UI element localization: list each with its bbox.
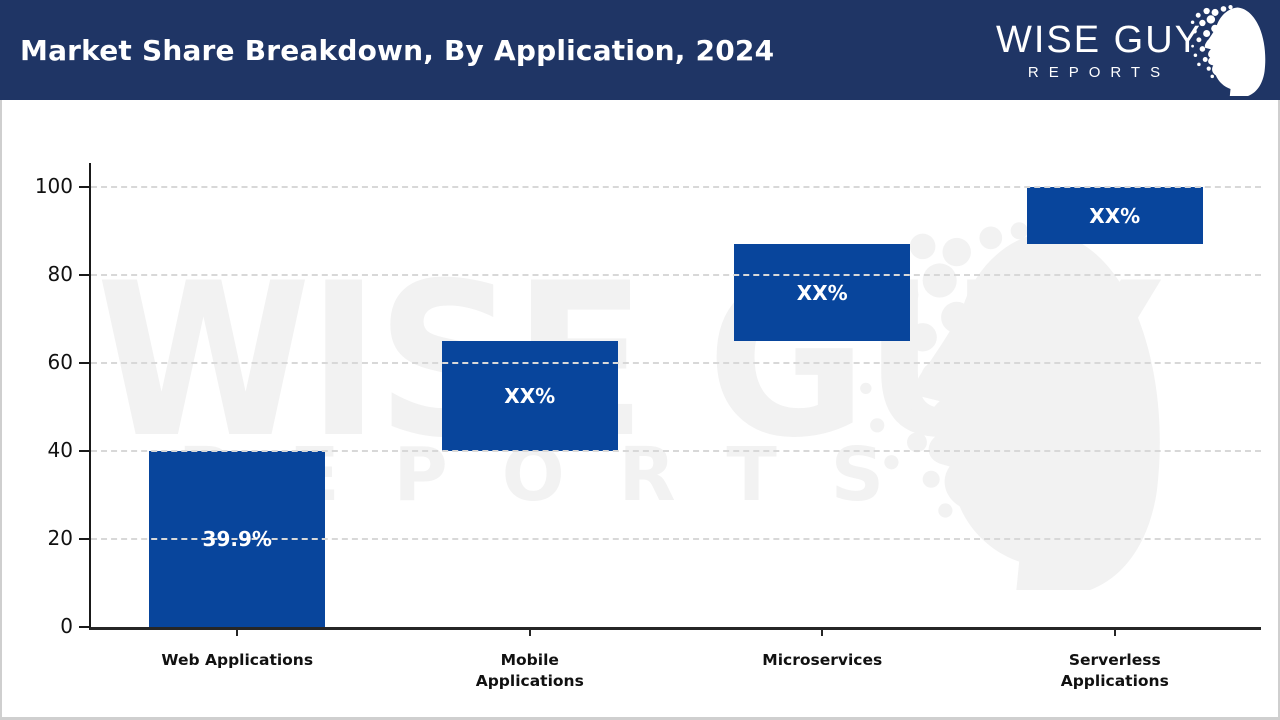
- y-axis-tick-80: [79, 273, 89, 276]
- bar-mobile-applications: [441, 341, 618, 452]
- y-axis-tick-100: [79, 185, 89, 188]
- page-title: Market Share Breakdown, By Application, …: [20, 33, 775, 67]
- x-axis-tick: [528, 627, 531, 636]
- y-axis-tick-40: [79, 449, 89, 452]
- frame-border-right: [1278, 100, 1280, 720]
- frame-border-left: [0, 100, 2, 720]
- bar-value-label: XX%: [504, 384, 556, 409]
- y-axis-tick-60: [79, 361, 89, 364]
- x-axis-category-label: Serverless Applications: [1061, 650, 1169, 692]
- bar-value-label: XX%: [796, 280, 848, 305]
- x-axis-label-line: Applications: [475, 671, 584, 690]
- y-axis-tick-20: [79, 537, 89, 540]
- frame-border-bottom: [0, 717, 1280, 720]
- bar-microservices: [734, 244, 911, 342]
- plot-area: 0 20 40 60 80 100 39.9% Web Applications XX% Mobi…: [35, 163, 1261, 690]
- dotted-face-logo-icon: [1190, 5, 1266, 96]
- bar-value-label: XX%: [1089, 203, 1141, 228]
- bar-value-label: 39.9%: [202, 527, 272, 552]
- x-axis-label-line: Applications: [1060, 671, 1169, 690]
- logo-wordmark: WISE GUY: [995, 18, 1202, 61]
- logo-text: WISE GUY REPORTS: [996, 21, 1202, 80]
- x-axis-tick: [1113, 627, 1116, 636]
- y-axis-tick-0: [79, 626, 89, 628]
- logo-subtext: REPORTS: [1027, 63, 1171, 81]
- gridline-40: [91, 449, 1261, 452]
- y-axis-tick-label: 40: [47, 437, 73, 462]
- wise-guy-reports-logo: WISE GUY REPORTS: [996, 4, 1266, 96]
- x-axis-label-line: Microservices: [762, 651, 883, 669]
- x-axis-category-label: Mobile Applications: [476, 650, 584, 692]
- x-axis-category-label: Web Applications: [161, 650, 313, 671]
- y-axis-tick-label: 20: [47, 525, 73, 550]
- bar-serverless-applications: [1026, 186, 1203, 245]
- y-axis-tick-label: 80: [47, 261, 73, 286]
- y-axis-tick-label: 60: [47, 349, 73, 374]
- x-axis-label-line: Web Applications: [161, 651, 314, 669]
- gridline-20: [91, 537, 1261, 540]
- header-bar: Market Share Breakdown, By Application, …: [0, 0, 1280, 100]
- y-axis-tick-label: 0: [60, 614, 73, 638]
- y-axis-tick-label: 100: [34, 173, 73, 198]
- x-axis-category-label: Microservices: [762, 650, 882, 671]
- x-axis-tick: [821, 627, 824, 636]
- chart-region: WISE GUY REPORTS 0 20 40 60 80 100 39.9% Web Ap…: [0, 100, 1280, 720]
- gridline-100: [91, 185, 1261, 188]
- gridline-80: [91, 273, 1261, 276]
- gridline-60: [91, 361, 1261, 364]
- x-axis-label-line: Serverless: [1068, 651, 1161, 669]
- x-axis-label-line: Mobile: [500, 651, 559, 669]
- x-axis-tick: [236, 627, 239, 636]
